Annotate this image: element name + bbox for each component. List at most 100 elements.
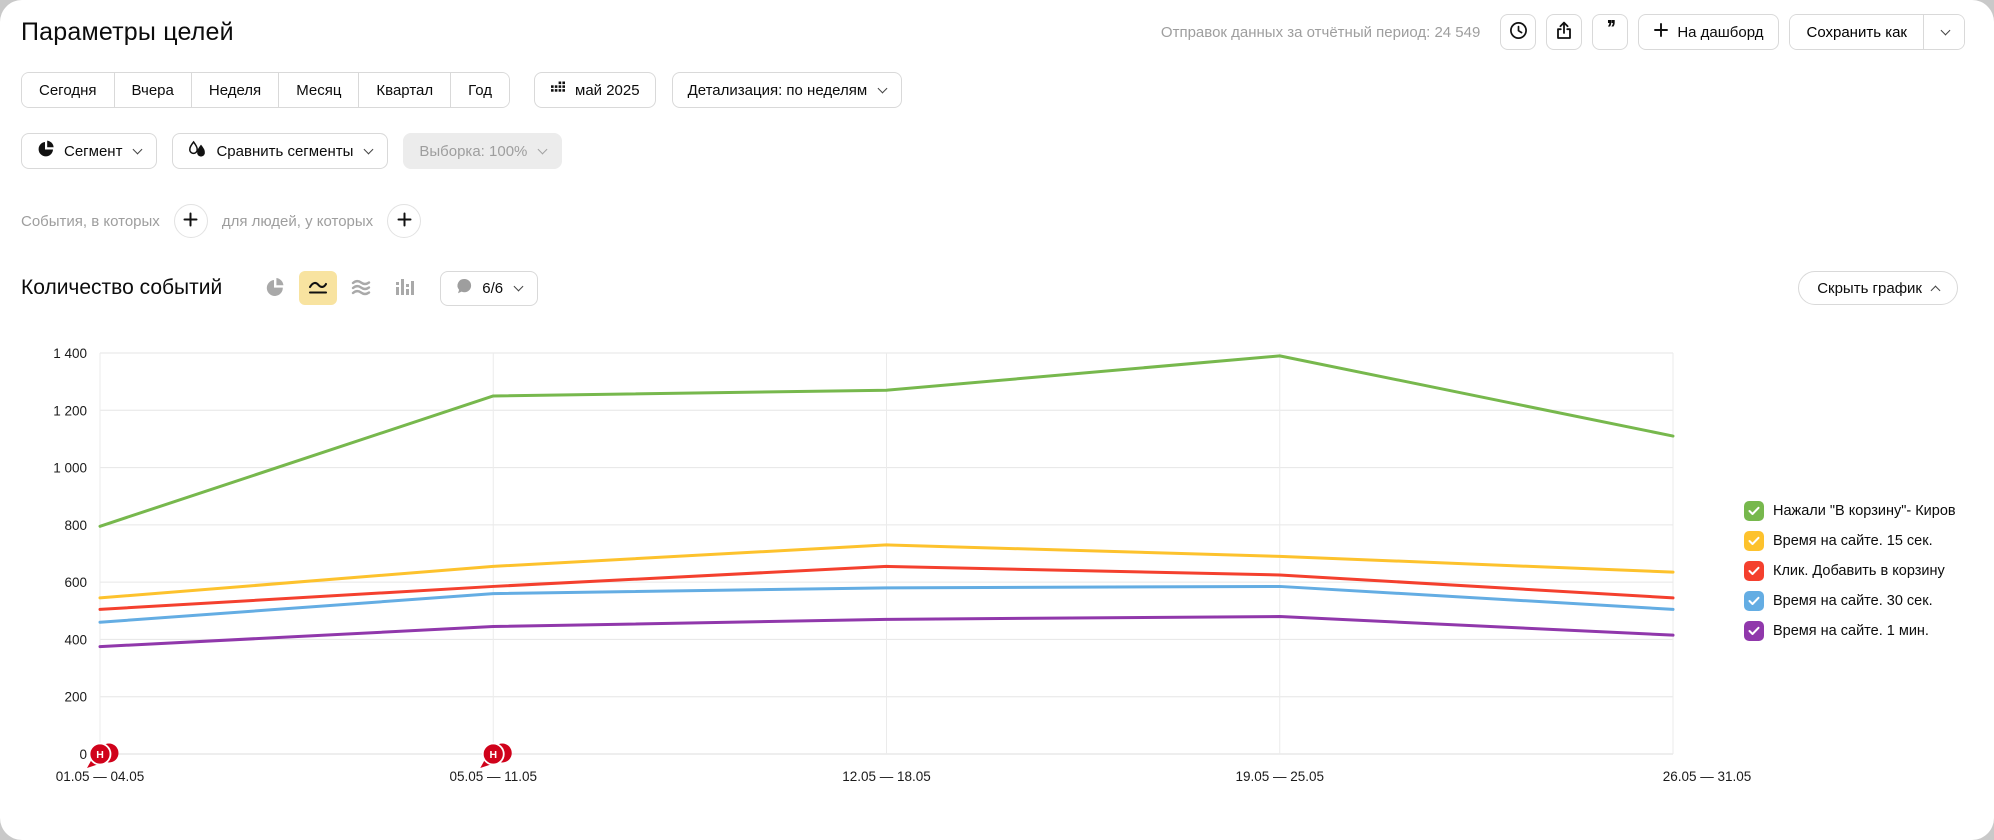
legend-label: Нажали "В корзину"- Киров xyxy=(1773,502,1956,519)
period-tab-2[interactable]: Неделя xyxy=(191,73,280,107)
calendar-label: май 2025 xyxy=(575,81,640,99)
events-line-chart[interactable]: 0 200 400 600 800 1 000 1 200 1 400 01.05 — 04.0… xyxy=(0,330,1994,810)
period-tab-0[interactable]: Сегодня xyxy=(22,73,115,107)
y-axis-tick-label: 400 xyxy=(64,632,87,647)
goals-count: 6/6 xyxy=(482,279,504,297)
legend-checkbox[interactable] xyxy=(1744,590,1764,611)
check-icon xyxy=(1748,506,1760,515)
chevron-down-icon xyxy=(537,144,548,155)
chart-type-bar-button[interactable] xyxy=(385,271,423,305)
x-axis-tick-label: 01.05 — 04.05 xyxy=(56,769,145,784)
save-as-button[interactable]: Сохранить как xyxy=(1790,15,1923,49)
x-axis-tick-label: 26.05 — 31.05 xyxy=(1663,769,1752,784)
line-chart-icon xyxy=(307,278,329,299)
sampling-button[interactable]: Выборка: 100% xyxy=(403,133,563,169)
add-to-dashboard-label: На дашборд xyxy=(1677,23,1764,41)
x-axis-tick-label: 19.05 — 25.05 xyxy=(1235,769,1324,784)
legend-label: Клик. Добавить в корзину xyxy=(1773,562,1945,579)
check-icon xyxy=(1748,536,1760,545)
legend-label: Время на сайте. 30 сек. xyxy=(1773,592,1933,609)
compare-segments-button[interactable]: Сравнить сегменты xyxy=(172,133,389,169)
legend-item[interactable]: Время на сайте. 30 сек. xyxy=(1744,590,1956,611)
legend-checkbox[interactable] xyxy=(1744,620,1764,641)
legend-label: Время на сайте. 1 мин. xyxy=(1773,622,1929,639)
hide-chart-button[interactable]: Скрыть график xyxy=(1798,271,1958,305)
filters-row: События, в которых для людей, у которых xyxy=(21,204,422,238)
clock-icon xyxy=(1509,21,1528,44)
goals-selector-button[interactable]: 6/6 xyxy=(440,270,539,306)
save-as-split-button: Сохранить как xyxy=(1789,14,1965,50)
plus-icon xyxy=(397,212,412,231)
period-tab-3[interactable]: Месяц xyxy=(279,73,360,107)
share-icon xyxy=(1555,21,1573,44)
period-tab-4[interactable]: Квартал xyxy=(359,73,452,107)
pie-icon xyxy=(37,140,55,162)
export-button[interactable] xyxy=(1546,14,1583,50)
series-line[interactable] xyxy=(98,584,1675,624)
header-actions: Отправок данных за отчётный период: 24 5… xyxy=(1161,14,1965,50)
check-icon xyxy=(1748,596,1760,605)
add-event-filter-button[interactable] xyxy=(173,204,208,238)
y-axis-tick-label: 600 xyxy=(64,575,87,590)
legend-item[interactable]: Нажали "В корзину"- Киров xyxy=(1744,500,1956,521)
period-tab-group: Сегодня Вчера Неделя Месяц Квартал Год xyxy=(21,72,511,108)
check-icon xyxy=(1748,626,1760,635)
calendar-button[interactable]: май 2025 xyxy=(534,72,656,108)
chevron-down-icon xyxy=(1940,25,1951,36)
series-line[interactable] xyxy=(98,543,1675,600)
y-axis-tick-label: 800 xyxy=(64,518,87,533)
chevron-down-icon xyxy=(363,144,374,155)
segments-row: Сегмент Сравнить сегменты Выборка: 100% xyxy=(21,133,563,169)
period-tab-1[interactable]: Вчера xyxy=(114,73,192,107)
add-people-filter-button[interactable] xyxy=(387,204,422,238)
chart-type-area-button[interactable] xyxy=(342,271,380,305)
y-axis-tick-label: 1 000 xyxy=(53,461,87,476)
period-tab-5[interactable]: Год xyxy=(451,73,510,107)
svg-text:Н: Н xyxy=(489,749,497,761)
compare-segments-label: Сравнить сегменты xyxy=(216,142,354,160)
chevron-down-icon xyxy=(877,83,888,94)
page-title: Параметры целей xyxy=(21,18,234,46)
legend-item[interactable]: Клик. Добавить в корзину xyxy=(1744,560,1956,581)
chart-toolbar: Количество событий xyxy=(21,270,539,306)
annotations-button[interactable]: ’’ xyxy=(1592,14,1629,50)
chart-type-pie-button[interactable] xyxy=(256,271,294,305)
stacked-area-icon xyxy=(350,278,372,299)
annotation-marker[interactable]: Н xyxy=(87,742,119,769)
plus-icon xyxy=(1654,23,1669,41)
annotation-marker[interactable]: Н xyxy=(480,742,512,769)
plus-icon xyxy=(183,212,198,231)
period-row: Сегодня Вчера Неделя Месяц Квартал Год май 20… xyxy=(21,72,903,108)
events-filter-label: События, в которых xyxy=(21,212,160,230)
x-axis-tick-label: 05.05 — 11.05 xyxy=(449,769,537,784)
legend-item[interactable]: Время на сайте. 15 сек. xyxy=(1744,530,1956,551)
calendar-grid-icon xyxy=(550,81,566,99)
legend-label: Время на сайте. 15 сек. xyxy=(1773,532,1933,549)
chart-type-line-button[interactable] xyxy=(299,271,338,305)
history-button[interactable] xyxy=(1500,14,1537,50)
svg-text:Н: Н xyxy=(96,749,104,761)
chart-title: Количество событий xyxy=(21,276,223,299)
legend-item[interactable]: Время на сайте. 1 мин. xyxy=(1744,620,1956,641)
x-axis-tick-label: 12.05 — 18.05 xyxy=(842,769,931,784)
detalization-label: Детализация: по неделям xyxy=(687,81,868,99)
people-filter-label: для людей, у которых xyxy=(221,212,374,230)
chart-legend: Нажали "В корзину"- Киров Время на сайте.… xyxy=(1744,500,1956,641)
add-to-dashboard-button[interactable]: На дашборд xyxy=(1638,14,1780,50)
legend-checkbox[interactable] xyxy=(1744,560,1764,581)
detalization-button[interactable]: Детализация: по неделям xyxy=(671,72,903,108)
series-line[interactable] xyxy=(98,354,1675,528)
chevron-up-icon xyxy=(1930,285,1941,295)
check-icon xyxy=(1748,566,1760,575)
save-as-dropdown-button[interactable] xyxy=(1923,15,1964,49)
series-line[interactable] xyxy=(98,615,1675,649)
legend-checkbox[interactable] xyxy=(1744,530,1764,551)
bar-chart-icon xyxy=(394,278,415,299)
annotations-icon: ’’ xyxy=(1606,15,1616,41)
series-line[interactable] xyxy=(98,564,1675,611)
y-axis-tick-label: 0 xyxy=(79,747,87,762)
legend-checkbox[interactable] xyxy=(1744,500,1764,521)
submissions-note: Отправок данных за отчётный период: 24 5… xyxy=(1160,23,1481,41)
segment-button[interactable]: Сегмент xyxy=(21,133,158,169)
